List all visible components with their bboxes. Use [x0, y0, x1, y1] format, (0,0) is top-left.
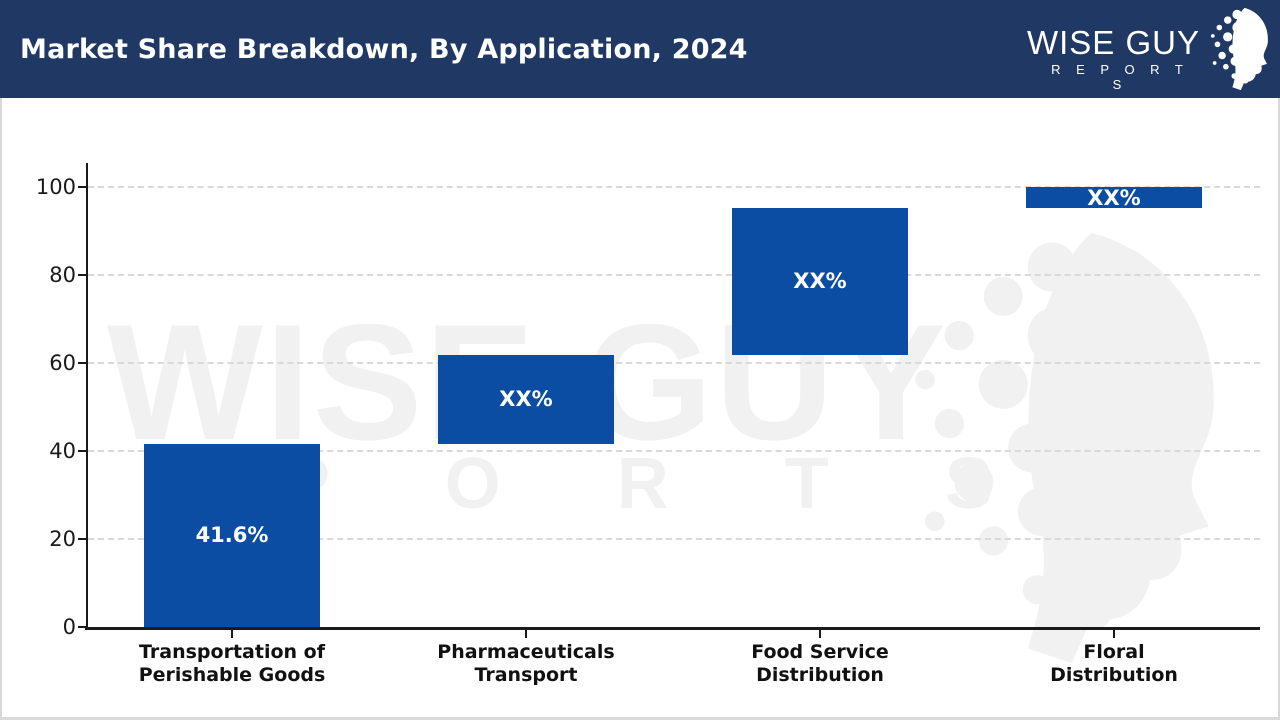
bar-value-label: 41.6% [195, 523, 269, 548]
watermark-text-2: P O R T S [282, 444, 1041, 524]
bar-value-label: XX% [499, 387, 553, 412]
x-axis-spine [85, 627, 1260, 630]
y-tickmark [78, 362, 86, 364]
plot-layer: 0 20 40 60 80 100 41.6% XX% XX% XX% Transportation… [2, 98, 1278, 717]
y-tick-label: 20 [49, 527, 76, 551]
x-tick-label: Pharmaceuticals Transport [437, 641, 615, 687]
gridline-y100 [88, 186, 1260, 188]
gridline-y80 [88, 274, 1260, 276]
brand-logo: WISE GUY R E P O R T S [1022, 0, 1272, 98]
x-tickmark [525, 630, 527, 638]
header-bar: Market Share Breakdown, By Application, … [0, 0, 1280, 98]
y-tick-label: 100 [35, 175, 76, 199]
y-tickmark [78, 450, 86, 452]
gridline-y20 [88, 538, 1260, 540]
gridline-y60 [88, 362, 1260, 364]
bar-2: XX% [438, 354, 614, 444]
plot-canvas: WISE GUY P O R T S 0 20 40 60 80 100 41.6% XX% X… [0, 98, 1280, 720]
page-title: Market Share Breakdown, By Application, … [20, 33, 748, 65]
y-tick-label: 40 [49, 439, 76, 463]
x-tickmark [231, 630, 233, 638]
bar-1: 41.6% [144, 443, 320, 627]
y-tickmark [78, 274, 86, 276]
watermark-head-icon [915, 232, 1214, 664]
bar-4: XX% [1026, 185, 1202, 210]
x-tick-label: Transportation of Perishable Goods [138, 641, 326, 687]
x-tick-label: Food Service Distribution [751, 641, 889, 687]
bar-3: XX% [732, 208, 908, 355]
x-tickmark [1113, 630, 1115, 638]
x-tickmark [819, 630, 821, 638]
y-tickmark [78, 538, 86, 540]
y-tickmark [78, 186, 86, 188]
gridline-y40 [88, 450, 1260, 452]
x-tick-label: Floral Distribution [1050, 641, 1178, 687]
y-tick-label: 0 [62, 615, 76, 639]
logo-subtext: R E P O R T S [1051, 62, 1189, 92]
bar-value-label: XX% [1087, 185, 1141, 210]
logo-wordmark: WISE GUY [1026, 24, 1200, 61]
y-tick-label: 80 [49, 263, 76, 287]
y-axis-spine [86, 163, 88, 629]
logo-head-icon [1210, 7, 1268, 91]
y-tickmark [78, 626, 86, 628]
y-tick-label: 60 [49, 351, 76, 375]
bar-value-label: XX% [793, 269, 847, 294]
